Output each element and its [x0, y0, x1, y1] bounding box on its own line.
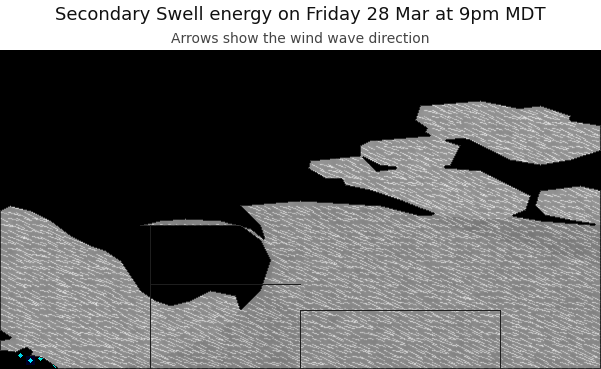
- Text: Arrows show the wind wave direction: Arrows show the wind wave direction: [171, 32, 430, 46]
- Text: Secondary Swell energy on Friday 28 Mar at 9pm MDT: Secondary Swell energy on Friday 28 Mar …: [55, 6, 546, 24]
